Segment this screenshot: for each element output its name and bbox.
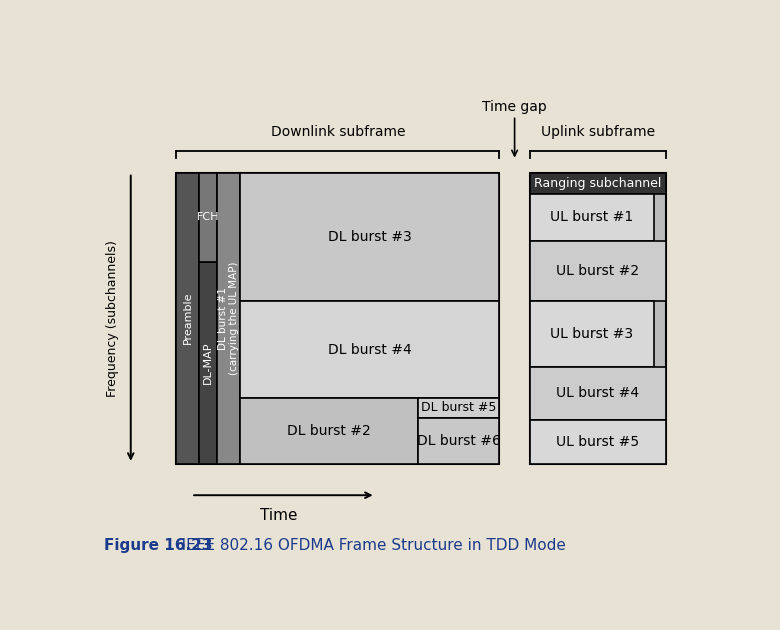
Text: DL-MAP: DL-MAP <box>203 341 213 384</box>
Bar <box>176 173 199 464</box>
Bar <box>530 367 666 420</box>
Bar <box>199 262 217 464</box>
Bar <box>419 398 499 418</box>
Text: Uplink subframe: Uplink subframe <box>541 125 654 139</box>
Bar <box>240 301 499 398</box>
Text: DL burst #4: DL burst #4 <box>328 343 412 357</box>
Bar <box>530 420 666 464</box>
Text: DL burst #3: DL burst #3 <box>328 230 412 244</box>
Text: FCH: FCH <box>197 212 219 222</box>
Text: Frequency (subchannels): Frequency (subchannels) <box>106 239 119 397</box>
Text: DL burst #2: DL burst #2 <box>288 424 371 438</box>
Text: UL burst #4: UL burst #4 <box>556 386 640 400</box>
Bar <box>240 173 499 301</box>
Bar <box>530 173 666 464</box>
Bar <box>419 418 499 464</box>
Bar <box>530 195 654 241</box>
Text: UL burst #5: UL burst #5 <box>556 435 640 449</box>
Text: DL burst #5: DL burst #5 <box>421 401 497 415</box>
Text: Figure 16.23: Figure 16.23 <box>104 539 212 553</box>
Bar <box>530 173 666 195</box>
Text: UL burst #2: UL burst #2 <box>556 264 640 278</box>
Bar <box>176 173 499 464</box>
Text: Ranging subchannel: Ranging subchannel <box>534 177 661 190</box>
Bar <box>530 301 654 367</box>
Text: Preamble: Preamble <box>183 292 193 345</box>
Bar <box>240 398 419 464</box>
Text: DL burst #6: DL burst #6 <box>417 433 501 448</box>
Text: Downlink subframe: Downlink subframe <box>271 125 405 139</box>
Text: DL burst #1
(carrying the UL MAP): DL burst #1 (carrying the UL MAP) <box>218 261 239 375</box>
Bar <box>199 173 217 262</box>
Bar <box>530 241 666 301</box>
Text: UL burst #3: UL burst #3 <box>550 327 633 341</box>
Text: UL burst #1: UL burst #1 <box>550 210 633 224</box>
Text: Time: Time <box>260 508 298 524</box>
Text: IEEE 802.16 OFDMA Frame Structure in TDD Mode: IEEE 802.16 OFDMA Frame Structure in TDD… <box>167 539 566 553</box>
Bar <box>217 173 240 464</box>
Text: Time gap: Time gap <box>482 100 547 115</box>
